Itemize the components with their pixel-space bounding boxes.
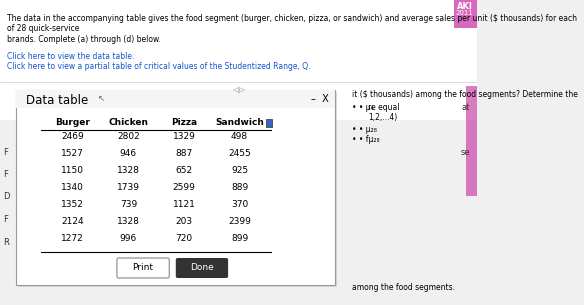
Text: 2599: 2599 [172,183,196,192]
Text: 203: 203 [175,217,193,226]
FancyBboxPatch shape [18,92,337,287]
Text: 1527: 1527 [61,149,84,158]
FancyBboxPatch shape [16,90,335,108]
Text: Click here to view the data table.: Click here to view the data table. [6,52,134,61]
Text: Chicken: Chicken [109,118,148,127]
FancyBboxPatch shape [0,0,478,305]
Text: Sandwich: Sandwich [215,118,264,127]
FancyBboxPatch shape [266,119,272,127]
Text: 925: 925 [231,166,248,175]
Text: 652: 652 [175,166,193,175]
Text: 1352: 1352 [61,200,84,209]
Text: 739: 739 [120,200,137,209]
Text: The data in the accompanying table gives the food segment (burger, chicken, pizz: The data in the accompanying table gives… [6,14,576,44]
Text: 720: 720 [175,234,193,243]
FancyBboxPatch shape [0,0,478,120]
Text: –  X: – X [311,94,328,104]
Text: Data table: Data table [26,94,88,107]
Text: Pizza: Pizza [171,118,197,127]
Text: Click here to view a partial table of critical values of the Studentized Range, : Click here to view a partial table of cr… [6,62,310,71]
FancyBboxPatch shape [117,258,169,278]
Text: • • μ₂₈: • • μ₂₈ [352,125,377,134]
Text: 946: 946 [120,149,137,158]
FancyBboxPatch shape [176,258,228,278]
Text: AKI: AKI [457,2,472,11]
Text: F: F [4,148,8,157]
Text: at: at [462,103,470,112]
Text: 1328: 1328 [117,217,140,226]
Text: 996: 996 [120,234,137,243]
Text: 1328: 1328 [117,166,140,175]
Text: D: D [4,192,10,201]
Text: 1340: 1340 [61,183,84,192]
Text: • • fμ₂₈: • • fμ₂₈ [352,135,379,144]
Text: 1272: 1272 [61,234,84,243]
Text: 1,2,...4): 1,2,...4) [368,113,397,122]
Text: 1121: 1121 [172,200,196,209]
Text: Done: Done [190,264,214,272]
FancyBboxPatch shape [16,90,335,285]
Text: 370: 370 [231,200,248,209]
Text: Burger: Burger [55,118,90,127]
Text: se: se [461,148,470,157]
Text: • • μ₄: • • μ₄ [352,103,373,112]
Text: 2011: 2011 [456,10,473,16]
FancyBboxPatch shape [466,86,478,196]
Text: 889: 889 [231,183,248,192]
Text: among the food segments.: among the food segments. [352,283,454,292]
Text: 2455: 2455 [228,149,251,158]
Text: 1329: 1329 [172,132,196,141]
Text: Print: Print [133,264,154,272]
Text: 2399: 2399 [228,217,251,226]
Text: ◁▷: ◁▷ [232,85,245,94]
Text: it ($ thousands) among the food segments? Determine the: it ($ thousands) among the food segments… [352,90,578,99]
Text: R: R [4,238,9,247]
Text: re equal: re equal [368,103,399,112]
Text: ↖: ↖ [98,94,105,103]
Text: 2802: 2802 [117,132,140,141]
Text: F: F [4,170,8,179]
Text: 1739: 1739 [117,183,140,192]
Text: 1150: 1150 [61,166,84,175]
Text: 887: 887 [175,149,193,158]
Text: 498: 498 [231,132,248,141]
FancyBboxPatch shape [454,0,478,28]
Text: 2469: 2469 [61,132,84,141]
Text: 2124: 2124 [61,217,84,226]
Text: F: F [4,215,8,224]
Text: 899: 899 [231,234,248,243]
